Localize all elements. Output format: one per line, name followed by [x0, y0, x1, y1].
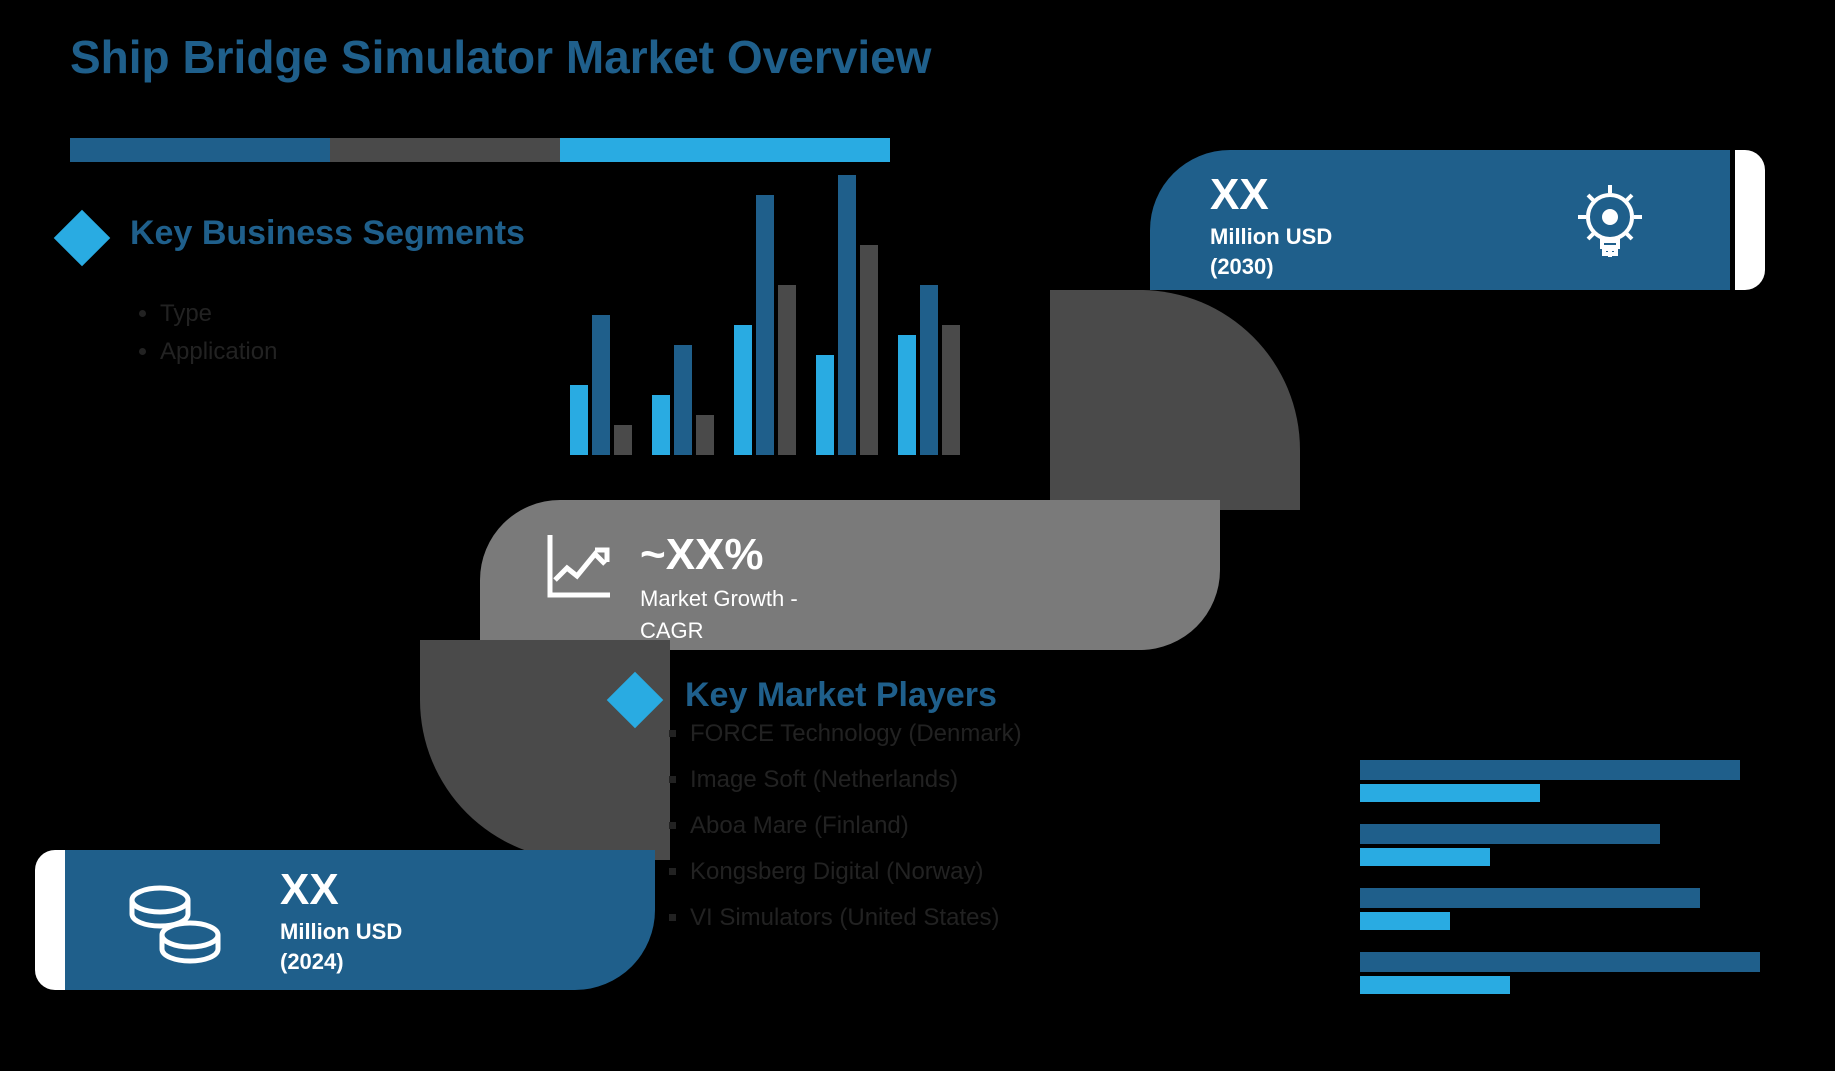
cagr-value: ~XX% — [640, 530, 798, 580]
cagr-block: ~XX% Market Growth - CAGR — [640, 530, 798, 644]
ribbon-upper-grey — [1050, 290, 1300, 510]
stat-2024: XX Million USD (2024) — [280, 865, 402, 975]
coins-icon — [120, 865, 230, 975]
bar-chart — [570, 175, 990, 455]
top-color-bar — [70, 138, 890, 162]
lightbulb-icon — [1560, 175, 1660, 275]
player-item: Image Soft (Netherlands) — [690, 766, 1022, 794]
ribbon-bottom-endcap — [35, 850, 65, 990]
players-list: FORCE Technology (Denmark) Image Soft (Ne… — [690, 720, 1022, 950]
stat-2024-value: XX — [280, 865, 402, 915]
segments-title: Key Business Segments — [130, 214, 525, 253]
cagr-label2: CAGR — [640, 618, 798, 644]
stat-2030-value: XX — [1210, 170, 1332, 220]
stat-2024-year: (2024) — [280, 949, 402, 975]
stat-2024-unit: Million USD — [280, 919, 402, 945]
player-item: FORCE Technology (Denmark) — [690, 720, 1022, 748]
page-title: Ship Bridge Simulator Market Overview — [70, 30, 931, 84]
stat-2030-unit: Million USD — [1210, 224, 1332, 250]
player-item: Aboa Mare (Finland) — [690, 812, 1022, 840]
players-title: Key Market Players — [685, 676, 997, 715]
segment-item: Type — [160, 300, 277, 328]
stat-2030-year: (2030) — [1210, 254, 1332, 280]
growth-chart-icon — [540, 525, 620, 605]
stat-2030: XX Million USD (2030) — [1210, 170, 1332, 280]
horizontal-bars — [1360, 760, 1780, 1016]
segments-list: Type Application — [160, 300, 277, 376]
segment-item: Application — [160, 338, 277, 366]
segments-diamond-icon — [54, 210, 111, 267]
player-item: VI Simulators (United States) — [690, 904, 1022, 932]
cagr-label1: Market Growth - — [640, 586, 798, 612]
player-item: Kongsberg Digital (Norway) — [690, 858, 1022, 886]
ribbon-top-endcap — [1735, 150, 1765, 290]
